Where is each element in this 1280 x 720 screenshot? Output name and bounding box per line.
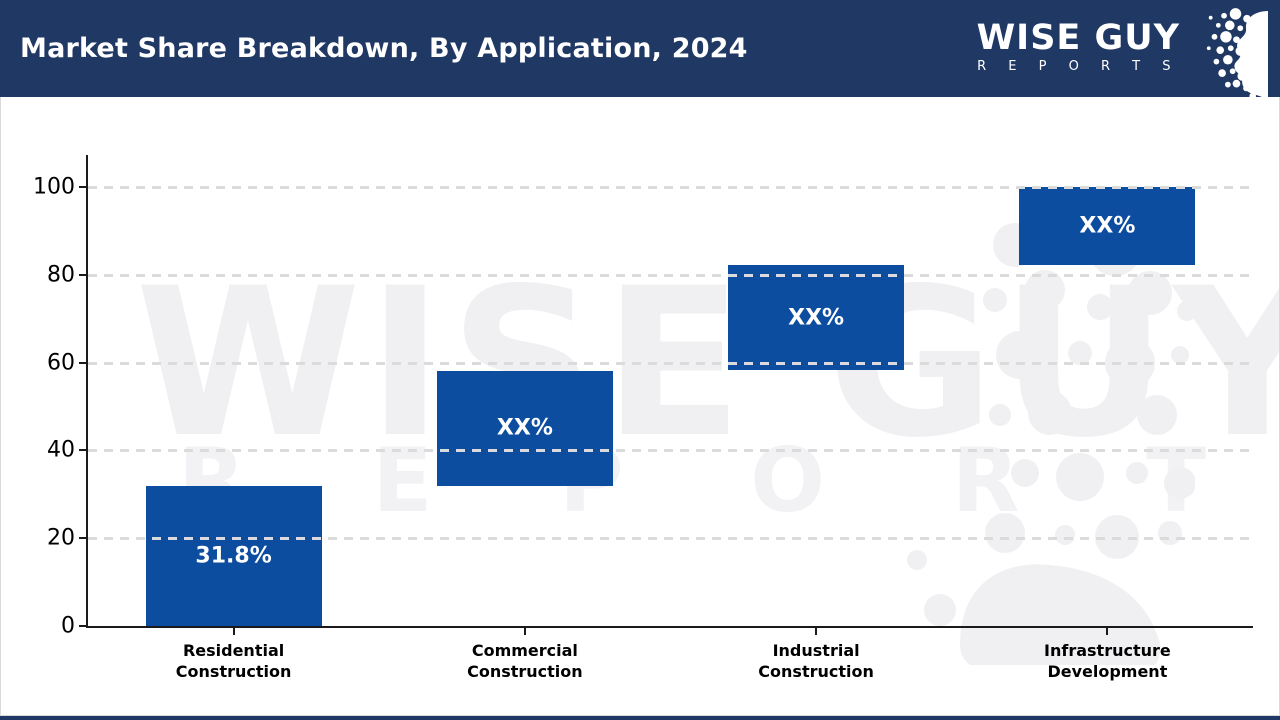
y-tick-100 [79,186,88,188]
bar-0 [145,486,322,626]
x-tick-3 [1106,626,1109,635]
y-tick-label-80: 80 [47,262,75,288]
gridline-40 [88,449,1253,453]
y-tick-40 [79,449,88,452]
x-category-label-3: Infrastructure Development [1044,641,1171,682]
plot-area: 0 20 40 60 80 100 31.8% Residential Constructio… [0,97,1280,715]
y-tick-label-100: 100 [33,174,75,200]
brand-logo: WISE GUY R E P O R T S [977,6,1268,100]
y-tick-label-20: 20 [47,525,75,551]
y-tick-label-60: 60 [47,350,75,376]
x-category-label-1: Commercial Construction [467,641,583,682]
bar-value-label-0: 31.8% [195,543,272,569]
page-title: Market Share Breakdown, By Application, … [20,33,748,64]
bar-value-label-2: XX% [788,305,845,331]
footer-bar [0,716,1280,720]
y-tick-0 [79,625,88,627]
x-tick-1 [523,626,526,635]
brand-subtitle: R E P O R T S [977,58,1180,74]
x-tick-2 [815,626,818,635]
y-tick-60 [79,361,88,364]
y-tick-20 [79,537,88,540]
gridline-100 [88,186,1253,189]
y-tick-80 [79,273,88,276]
bar-value-label-3: XX% [1079,213,1136,239]
gridline-60 [88,361,1253,365]
x-category-label-0: Residential Construction [175,641,292,682]
bar-value-label-1: XX% [496,415,553,441]
brand-text: WISE GUY R E P O R T S [977,20,1180,74]
y-tick-label-0: 0 [61,613,75,639]
x-category-label-2: Industrial Construction [758,641,874,682]
y-axis-line [86,155,88,628]
bar-2 [728,264,905,371]
x-tick-0 [232,626,235,635]
brand-wordmark: WISE GUY [976,18,1180,58]
x-axis-line [86,626,1253,628]
header: Market Share Breakdown, By Application, … [0,0,1280,100]
logo-face-icon [1206,8,1268,100]
gridline-80 [88,273,1253,277]
gridline-20 [88,537,1253,541]
y-tick-label-40: 40 [47,437,75,463]
bar-1 [436,370,613,487]
